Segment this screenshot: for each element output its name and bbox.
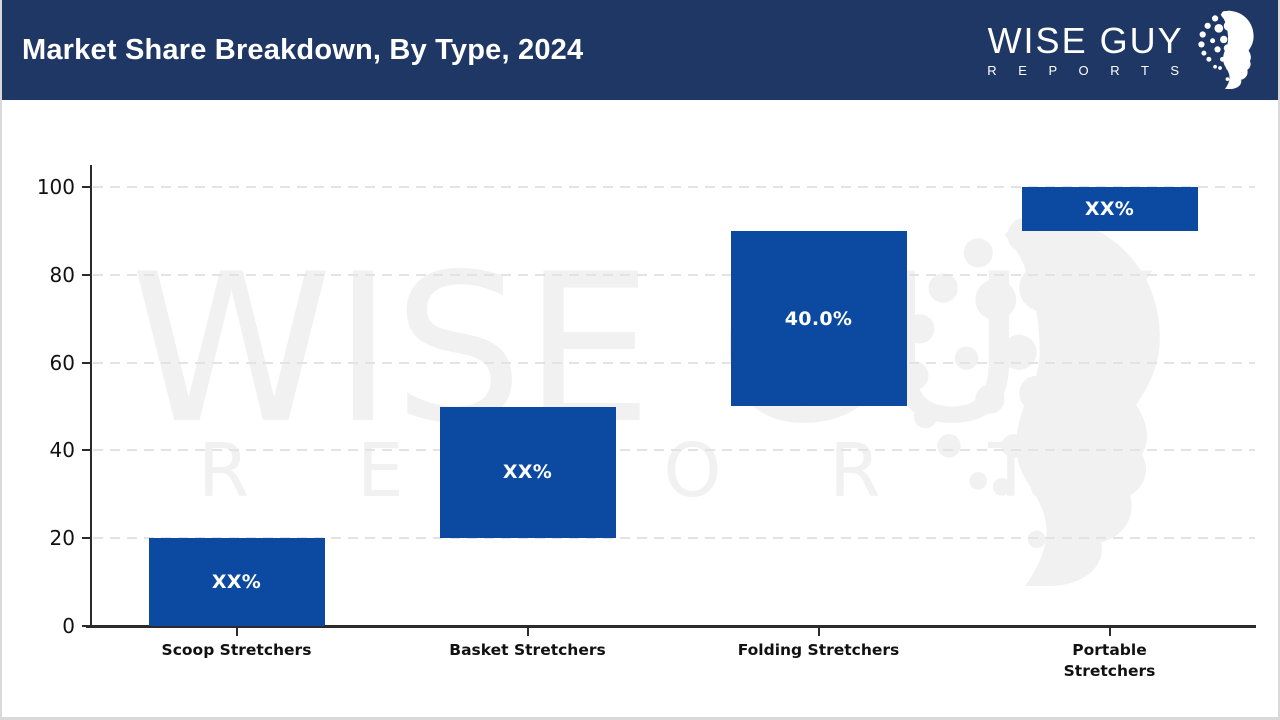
y-axis-line — [90, 165, 92, 627]
y-tick-mark-100 — [82, 186, 91, 188]
chart-title: Market Share Breakdown, By Type, 2024 — [22, 33, 584, 66]
y-tick-label-80: 80 — [49, 262, 75, 287]
watermark-text-line2: R E P O R T S — [198, 428, 1138, 514]
x-axis-label: Scoop Stretchers — [161, 641, 312, 659]
bar-value-label: 40.0% — [784, 307, 853, 330]
x-axis-label: Basket Stretchers — [449, 641, 606, 659]
brand-name: WISE GUY — [987, 19, 1184, 61]
gridline-100 — [93, 186, 1255, 188]
y-tick-label-20: 20 — [49, 526, 75, 551]
gridline-20 — [93, 537, 1255, 540]
bar-value-label: XX% — [502, 461, 553, 484]
brand-logo: WISE GUY R E P O R T S — [983, 9, 1256, 91]
y-tick-mark-60 — [82, 361, 91, 364]
x-axis-label: Folding Stretchers — [737, 641, 900, 659]
bar-segment: XX% — [439, 406, 616, 539]
brand-face-icon — [1198, 10, 1254, 90]
watermark-face-logo — [899, 217, 1160, 587]
watermark-text-line1: WISE GUY — [130, 248, 1153, 453]
bar-segment: XX% — [148, 538, 325, 626]
x-axis-line — [86, 625, 1256, 628]
y-tick-mark-80 — [82, 273, 91, 276]
y-tick-label-100: 100 — [36, 175, 75, 199]
gridline-60 — [93, 361, 1255, 364]
bar-value-label: XX% — [211, 571, 262, 594]
header-bar: Market Share Breakdown, By Type, 2024 WI… — [2, 0, 1278, 100]
y-tick-label-0: 0 — [62, 614, 75, 638]
gridline-80 — [93, 273, 1255, 276]
gridline-40 — [93, 449, 1255, 452]
brand-wordmark: WISE GUY R E P O R T S — [983, 19, 1188, 78]
y-tick-label-60: 60 — [49, 350, 75, 375]
bar-value-label: XX% — [1084, 197, 1135, 220]
x-axis-label: Portable Stretchers — [1063, 641, 1156, 680]
brand-subtitle: R E P O R T S — [987, 62, 1188, 78]
bar-segment: 40.0% — [730, 230, 907, 407]
x-tick-mark-2 — [817, 628, 820, 636]
x-tick-mark-0 — [235, 628, 238, 636]
y-tick-mark-40 — [82, 449, 91, 452]
x-tick-mark-3 — [1108, 628, 1111, 636]
y-tick-mark-20 — [82, 537, 91, 540]
bar-segment: XX% — [1021, 187, 1198, 231]
x-tick-mark-1 — [526, 628, 529, 636]
y-tick-mark-0 — [82, 625, 91, 627]
y-tick-label-40: 40 — [49, 438, 75, 463]
